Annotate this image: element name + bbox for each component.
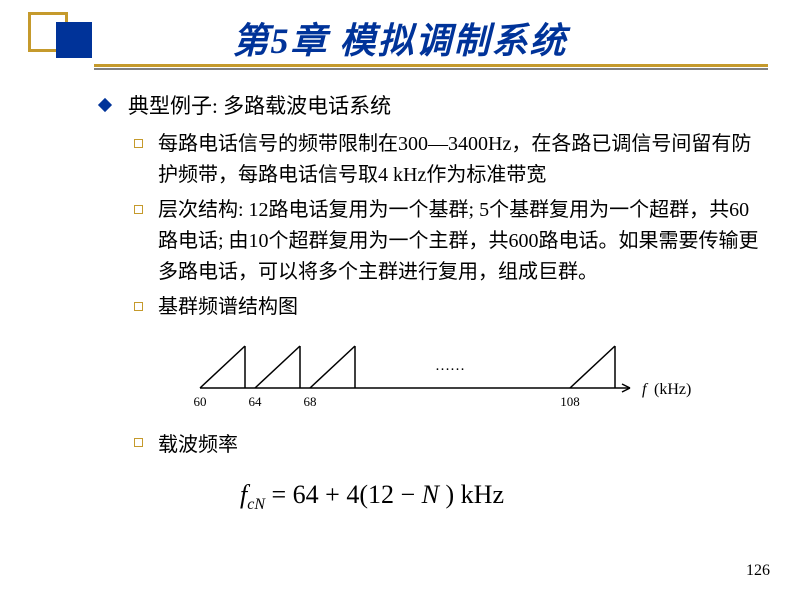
formula-var-n: N	[422, 480, 439, 509]
svg-text:64: 64	[249, 394, 263, 409]
sub-item-text: 基群频谱结构图	[158, 296, 298, 318]
sub-item: 每路电话信号的频带限制在300—3400Hz，在各路已调信号间留有防护频带，每路…	[100, 129, 760, 191]
svg-text:……: ……	[435, 358, 465, 374]
square-bullet-icon	[134, 438, 143, 447]
svg-text:108: 108	[560, 394, 580, 409]
svg-text:60: 60	[194, 394, 207, 409]
formula-body: = 64 + 4(12 −	[265, 480, 422, 509]
sub-item: 层次结构: 12路电话复用为一个基群; 5个基群复用为一个超群，共60路电话; …	[100, 195, 760, 288]
svg-text:(kHz): (kHz)	[654, 381, 691, 398]
carrier-frequency-formula: fcN = 64 + 4(12 − N ) kHz	[240, 480, 504, 514]
title-bar: 第5章 模拟调制系统	[20, 12, 780, 66]
formula-subscript: cN	[247, 496, 265, 513]
spectrum-diagram: …… 60 64 68 108 f (kHz)	[190, 338, 710, 418]
svg-text:f: f	[642, 381, 649, 398]
slide-content: 典型例子: 多路载波电话系统 每路电话信号的频带限制在300—3400Hz，在各…	[100, 90, 760, 327]
sub-item-text: 载波频率	[158, 434, 238, 456]
slide-title: 第5章 模拟调制系统	[20, 12, 780, 64]
sub-item-text: 每路电话信号的频带限制在300—3400Hz，在各路已调信号间留有防护频带，每路…	[158, 133, 751, 186]
formula-close: ) kHz	[439, 480, 504, 509]
page-number: 126	[746, 562, 770, 580]
square-bullet-icon	[134, 139, 143, 148]
main-bullet: 典型例子: 多路载波电话系统	[100, 90, 760, 123]
sub-item-text: 层次结构: 12路电话复用为一个基群; 5个基群复用为一个超群，共60路电话; …	[158, 199, 759, 283]
sub-list: 每路电话信号的频带限制在300—3400Hz，在各路已调信号间留有防护频带，每路…	[100, 129, 760, 323]
square-bullet-icon	[134, 205, 143, 214]
spectrum-svg: …… 60 64 68 108 f (kHz)	[190, 338, 710, 418]
sub-item-below: 载波频率	[100, 428, 760, 461]
square-bullet-icon	[134, 302, 143, 311]
title-underline	[94, 64, 768, 70]
sub-item: 基群频谱结构图	[100, 292, 760, 323]
diamond-bullet-icon	[98, 98, 112, 112]
svg-text:68: 68	[304, 394, 317, 409]
main-bullet-text: 典型例子: 多路载波电话系统	[128, 94, 391, 118]
